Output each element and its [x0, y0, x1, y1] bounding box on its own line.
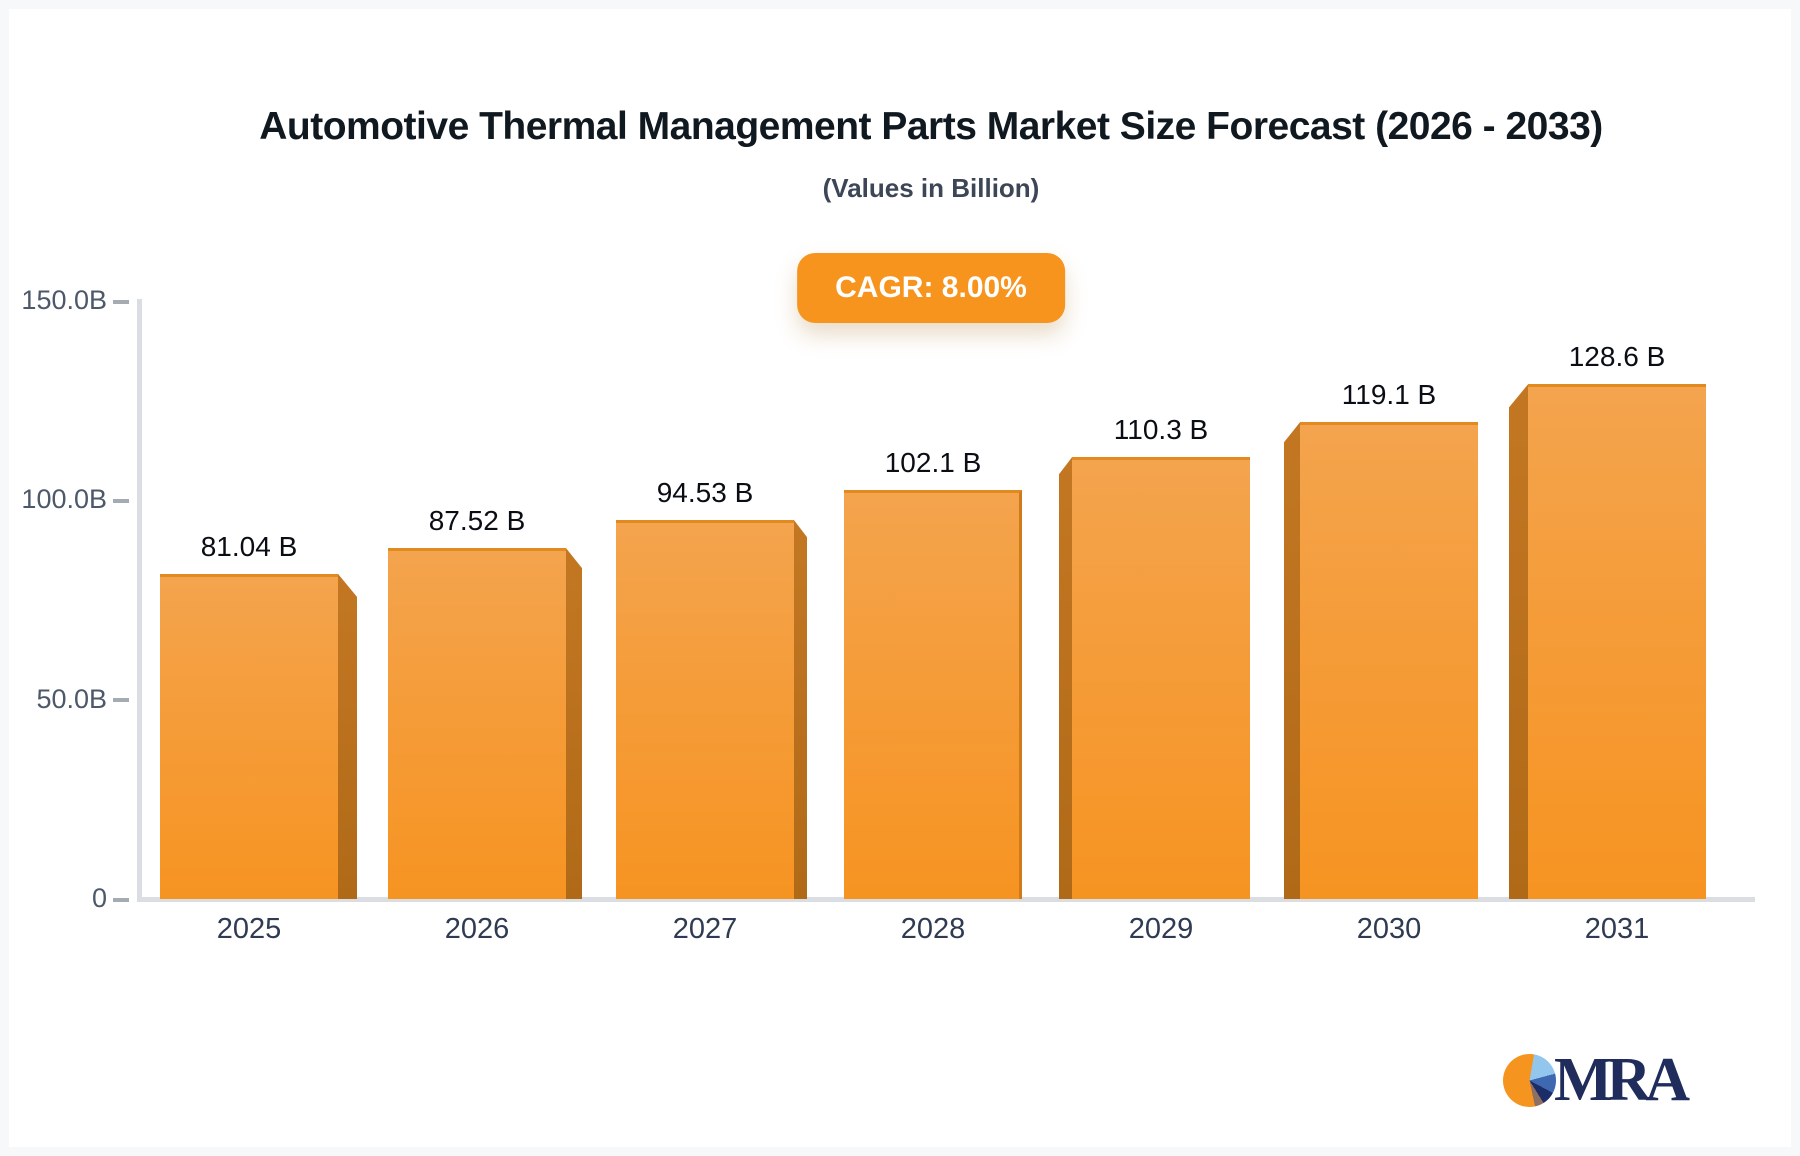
bar-value-label: 110.3 B — [1113, 414, 1209, 446]
bar-chart: 150.0B 100.0B 50.0B 0 81.04 B 2025 87.52 B 2026… — [9, 9, 1791, 1147]
bar-value-label: 87.52 B — [428, 505, 526, 537]
x-axis-label: 2028 — [900, 913, 966, 945]
x-axis-label: 2027 — [672, 913, 738, 945]
bar — [1528, 384, 1706, 899]
bar-side-face — [1284, 422, 1300, 899]
y-axis-tick — [113, 299, 129, 304]
bar-value-label: 128.6 B — [1568, 341, 1666, 373]
bar — [388, 548, 566, 899]
bar-side-face — [338, 573, 357, 899]
y-axis-tick-label: 100.0B — [21, 484, 107, 515]
x-axis-line — [137, 897, 1755, 902]
x-axis-label: 2029 — [1128, 913, 1194, 945]
bar-side-face — [1509, 384, 1528, 899]
y-axis-tick — [113, 698, 129, 703]
x-axis-label: 2030 — [1356, 913, 1422, 945]
bar-value-label: 102.1 B — [884, 446, 982, 478]
bar — [1072, 457, 1250, 899]
bar-value-label: 94.53 B — [656, 477, 754, 509]
y-axis-tick-label: 150.0B — [21, 285, 107, 315]
bar-side-face — [794, 520, 807, 899]
bar — [616, 520, 794, 899]
bar — [160, 573, 338, 899]
y-axis-line — [137, 299, 142, 902]
y-axis-tick — [113, 498, 129, 503]
bar — [1300, 422, 1478, 899]
y-axis-tick — [113, 897, 129, 902]
x-axis-label: 2025 — [216, 913, 282, 945]
chart-card: Automotive Thermal Management Parts Mark… — [9, 9, 1791, 1147]
bar-side-face — [566, 548, 582, 899]
logo-pie-icon — [1503, 1053, 1556, 1107]
cagr-badge: CAGR: 8.00% — [797, 253, 1065, 323]
x-axis-label: 2031 — [1584, 913, 1650, 945]
logo-text: MRA — [1554, 1045, 1690, 1114]
bar — [844, 489, 1022, 899]
bar-side-face — [1059, 457, 1072, 899]
bar-value-label: 81.04 B — [200, 530, 298, 562]
x-axis-label: 2026 — [444, 913, 510, 945]
chart-subtitle: (Values in Billion) — [822, 173, 1040, 203]
brand-logo: MRA — [1503, 1045, 1723, 1115]
bar-value-label: 119.1 B — [1341, 379, 1437, 411]
chart-title: Automotive Thermal Management Parts Mark… — [259, 105, 1603, 148]
y-axis-tick-label: 0 — [91, 883, 107, 913]
y-axis-tick-label: 50.0B — [36, 683, 107, 714]
